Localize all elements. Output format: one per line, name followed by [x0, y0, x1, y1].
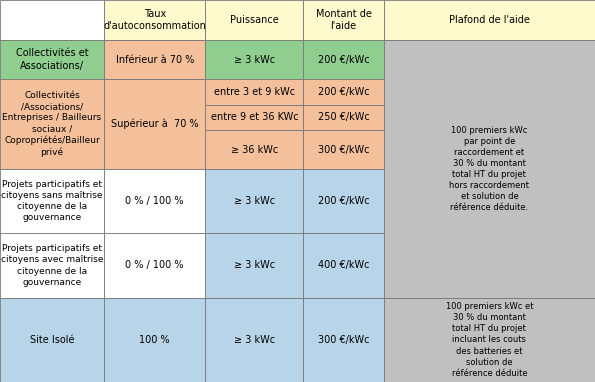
- Bar: [205, 0, 303, 40]
- Bar: [384, 40, 595, 298]
- Text: Supérieur à  70 %: Supérieur à 70 %: [111, 119, 199, 129]
- Text: ≥ 3 kWc: ≥ 3 kWc: [234, 196, 275, 206]
- Bar: [205, 40, 303, 79]
- Bar: [384, 298, 595, 382]
- Bar: [0, 40, 104, 79]
- Text: ≥ 3 kWc: ≥ 3 kWc: [234, 55, 275, 65]
- Bar: [0, 233, 104, 298]
- Text: 200 €/kWc: 200 €/kWc: [318, 196, 369, 206]
- Text: Site Isolé: Site Isolé: [30, 335, 74, 345]
- Bar: [303, 105, 384, 130]
- Bar: [303, 79, 384, 105]
- Bar: [0, 79, 104, 169]
- Text: Montant de
l'aide: Montant de l'aide: [316, 9, 371, 31]
- Text: 100 %: 100 %: [139, 335, 170, 345]
- Text: Collectivités et
Associations/: Collectivités et Associations/: [15, 49, 89, 71]
- Bar: [104, 298, 205, 382]
- Bar: [205, 233, 303, 298]
- Text: Collectivités
/Associations/
Entreprises / Bailleurs
sociaux /
Copropriétés/Bail: Collectivités /Associations/ Entreprises…: [2, 91, 102, 157]
- Bar: [205, 79, 303, 105]
- Text: entre 3 et 9 kWc: entre 3 et 9 kWc: [214, 87, 295, 97]
- Bar: [303, 40, 384, 79]
- Text: 400 €/kWc: 400 €/kWc: [318, 261, 369, 270]
- Bar: [205, 130, 303, 169]
- Bar: [303, 169, 384, 233]
- Text: 0 % / 100 %: 0 % / 100 %: [126, 261, 184, 270]
- Bar: [303, 130, 384, 169]
- Text: ≥ 3 kWc: ≥ 3 kWc: [234, 335, 275, 345]
- Text: 250 €/kWc: 250 €/kWc: [318, 112, 369, 123]
- Text: Projets participatifs et
citoyens sans maîtrise
citoyenne de la
gouvernance: Projets participatifs et citoyens sans m…: [1, 180, 103, 222]
- Bar: [104, 233, 205, 298]
- Bar: [303, 0, 384, 40]
- Text: Taux
d'autoconsommation: Taux d'autoconsommation: [104, 9, 206, 31]
- Bar: [0, 0, 104, 40]
- Text: Plafond de l'aide: Plafond de l'aide: [449, 15, 530, 25]
- Text: Projets participatifs et
citoyens avec maîtrise
citoyenne de la
gouvernance: Projets participatifs et citoyens avec m…: [1, 244, 104, 286]
- Text: ≥ 36 kWc: ≥ 36 kWc: [231, 144, 278, 155]
- Bar: [384, 0, 595, 40]
- Bar: [205, 105, 303, 130]
- Text: 0 % / 100 %: 0 % / 100 %: [126, 196, 184, 206]
- Bar: [0, 298, 104, 382]
- Bar: [205, 169, 303, 233]
- Text: 200 €/kWc: 200 €/kWc: [318, 55, 369, 65]
- Bar: [0, 169, 104, 233]
- Bar: [104, 0, 205, 40]
- Bar: [104, 79, 205, 169]
- Text: 200 €/kWc: 200 €/kWc: [318, 87, 369, 97]
- Text: 100 premiers kWc et
30 % du montant
total HT du projet
incluant les couts
des ba: 100 premiers kWc et 30 % du montant tota…: [446, 302, 533, 378]
- Text: Puissance: Puissance: [230, 15, 278, 25]
- Bar: [303, 298, 384, 382]
- Text: ≥ 3 kWc: ≥ 3 kWc: [234, 261, 275, 270]
- Bar: [104, 40, 205, 79]
- Text: 300 €/kWc: 300 €/kWc: [318, 144, 369, 155]
- Text: entre 9 et 36 KWc: entre 9 et 36 KWc: [211, 112, 298, 123]
- Text: 100 premiers kWc
par point de
raccordement et
30 % du montant
total HT du projet: 100 premiers kWc par point de raccordeme…: [449, 126, 530, 212]
- Bar: [104, 169, 205, 233]
- Text: 300 €/kWc: 300 €/kWc: [318, 335, 369, 345]
- Text: Inférieur à 70 %: Inférieur à 70 %: [115, 55, 194, 65]
- Bar: [205, 298, 303, 382]
- Bar: [303, 233, 384, 298]
